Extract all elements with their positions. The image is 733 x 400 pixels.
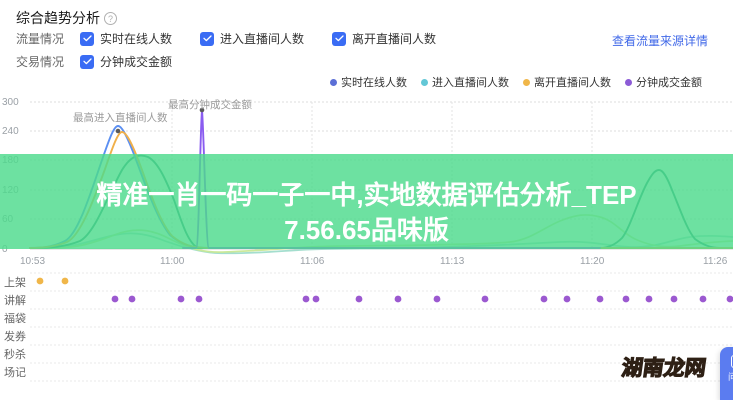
svg-text:场记: 场记 <box>4 365 26 379</box>
svg-text:上架: 上架 <box>4 276 26 289</box>
svg-text:最高进入直播间人数: 最高进入直播间人数 <box>73 111 168 124</box>
svg-text:福袋: 福袋 <box>4 311 26 325</box>
svg-text:240: 240 <box>2 126 19 137</box>
svg-text:11:00: 11:00 <box>160 256 185 267</box>
svg-text:秒杀: 秒杀 <box>4 347 26 361</box>
svg-text:11:20: 11:20 <box>580 256 605 267</box>
svg-text:最高分钟成交金额: 最高分钟成交金额 <box>168 98 252 111</box>
svg-text:11:13: 11:13 <box>440 256 465 267</box>
svg-text:11:26: 11:26 <box>703 256 728 267</box>
svg-text:11:06: 11:06 <box>300 256 325 267</box>
svg-text:讲解: 讲解 <box>4 293 26 307</box>
svg-text:发券: 发券 <box>4 329 26 343</box>
svg-text:10:53: 10:53 <box>20 256 45 267</box>
svg-text:300: 300 <box>2 97 19 108</box>
